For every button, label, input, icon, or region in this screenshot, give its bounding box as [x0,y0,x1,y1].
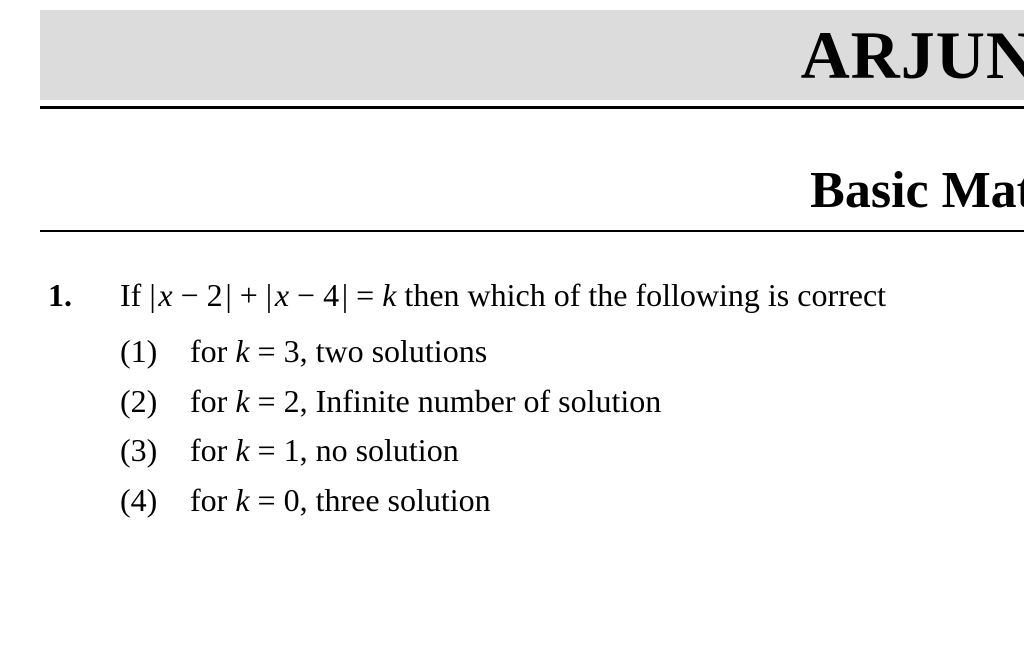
option-number: (1) [120,327,190,377]
option-text: for k = 2, Infinite number of solution [190,377,661,427]
question-block: 1. If | x − 2 | + | x − 4 | = k then whi… [48,274,944,526]
opt-before: for [190,482,235,518]
banner-title: ARJUN [801,16,1024,95]
option-1: (1) for k = 3, two solutions [120,327,944,377]
opt-math: k = 3 [235,333,299,369]
options-list: (1) for k = 3, two solutions (2) for k =… [120,327,944,525]
option-2: (2) for k = 2, Infinite number of soluti… [120,377,944,427]
stem-prefix: If [120,277,149,313]
question-stem: If | x − 2 | + | x − 4 | = k then which … [120,274,944,317]
option-text: for k = 0, three solution [190,476,491,526]
page-root: ARJUN Basic Mat 1. If | x − 2 | + | x − … [0,0,1024,650]
opt-math: k = 1 [235,432,299,468]
option-number: (2) [120,377,190,427]
option-text: for k = 3, two solutions [190,327,487,377]
opt-after: , no solution [300,432,459,468]
opt-after: , two solutions [300,333,488,369]
option-number: (4) [120,476,190,526]
question-body: If | x − 2 | + | x − 4 | = k then which … [120,274,944,526]
option-4: (4) for k = 0, three solution [120,476,944,526]
opt-math: k = 2 [235,383,299,419]
opt-before: for [190,432,235,468]
option-number: (3) [120,426,190,476]
opt-after: , Infinite number of solution [300,383,662,419]
opt-before: for [190,383,235,419]
section-title-wrap: Basic Mat [40,161,1024,220]
opt-math: k = 0 [235,482,299,518]
header-banner: ARJUN [40,10,1024,100]
divider-thick [40,106,1024,109]
opt-before: for [190,333,235,369]
stem-equation: | x − 2 | + | x − 4 | = k [149,277,396,313]
option-3: (3) for k = 1, no solution [120,426,944,476]
divider-thin [40,230,1024,232]
option-text: for k = 1, no solution [190,426,459,476]
section-title: Basic Mat [810,161,1024,220]
stem-suffix: then which of the following is correct [396,277,886,313]
question-number: 1. [48,274,120,317]
opt-after: , three solution [300,482,491,518]
